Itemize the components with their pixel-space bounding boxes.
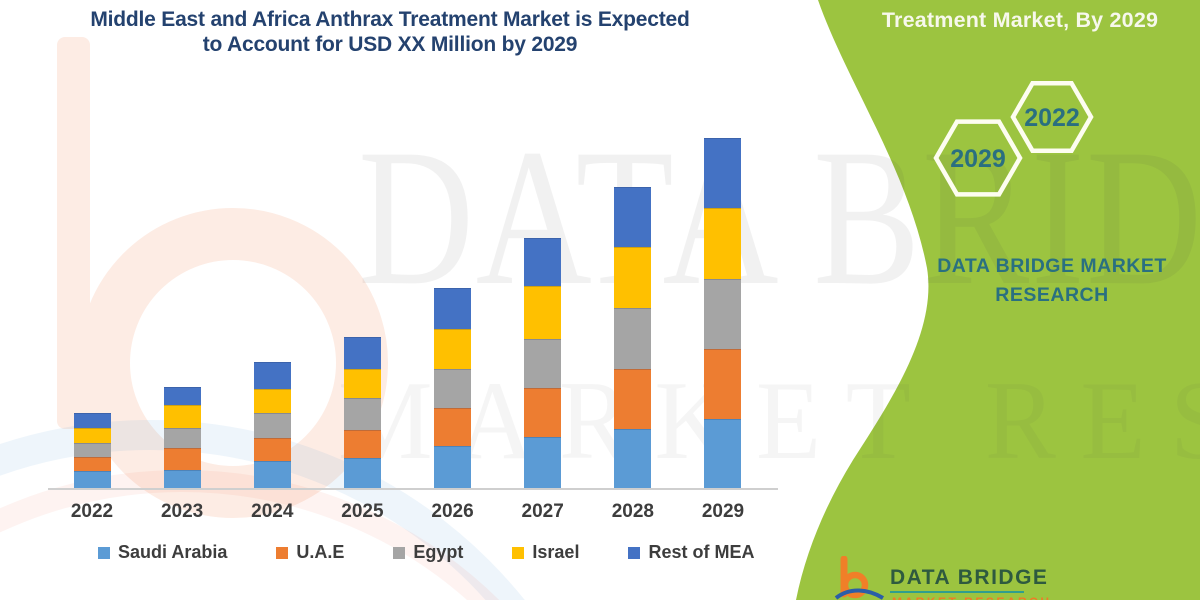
x-axis-line	[48, 488, 778, 490]
logo-swoosh	[834, 588, 885, 600]
bar-2029-rest-of-mea	[704, 138, 742, 208]
legend-item-saudi-arabia: Saudi Arabia	[98, 542, 227, 563]
legend-item-u-a-e: U.A.E	[276, 542, 344, 563]
legend-label-egypt: Egypt	[413, 542, 464, 562]
legend-swatch-israel	[512, 546, 525, 559]
bar-2028-israel	[614, 247, 652, 308]
x-axis-label-2028: 2028	[611, 501, 654, 522]
footer-brand-name: DATA BRIDGE	[890, 566, 1049, 589]
x-axis-label-2029: 2029	[701, 501, 745, 522]
bar-2028-rest-of-mea	[614, 187, 652, 247]
bar-2025-u-a-e	[343, 430, 381, 458]
bar-2025-rest-of-mea	[343, 337, 381, 369]
bar-2027-rest-of-mea	[524, 238, 562, 286]
bar-2025-israel	[343, 369, 381, 398]
bar-2028-saudi-arabia	[614, 429, 652, 488]
bar-2027-saudi-arabia	[524, 437, 562, 488]
logo-b-bowl	[841, 571, 869, 599]
x-axis-label-2024: 2024	[251, 501, 294, 522]
bar-2026-u-a-e	[434, 408, 472, 446]
legend-label-saudi-arabia: Saudi Arabia	[118, 542, 228, 562]
bar-2027-egypt	[524, 339, 562, 388]
x-axis-label-2027: 2027	[521, 501, 564, 522]
bar-2024-saudi-arabia	[253, 461, 291, 488]
legend-label-israel: Israel	[532, 542, 580, 562]
bar-2023-u-a-e	[163, 448, 201, 470]
legend-swatch-u-a-e	[276, 546, 289, 559]
bar-2029-israel	[704, 208, 742, 279]
bar-2028-u-a-e	[614, 369, 652, 429]
x-axis-label-2026: 2026	[431, 501, 474, 522]
bar-2027-israel	[524, 286, 562, 339]
legend-swatch-egypt	[393, 546, 406, 559]
legend-label-rest-of-mea: Rest of MEA	[648, 542, 755, 562]
bar-2022-egypt	[73, 443, 111, 457]
bar-2028-egypt	[614, 308, 652, 369]
bar-2024-rest-of-mea	[253, 362, 291, 389]
legend: Saudi Arabia U.A.E Egypt Israel Rest of MEA	[98, 542, 754, 563]
bar-2024-israel	[253, 389, 291, 413]
hexagon-2022	[1010, 80, 1094, 154]
bar-2025-egypt	[343, 398, 381, 430]
data-bridge-logo	[834, 556, 885, 600]
panel-title: Treatment Market, By 2029	[881, 8, 1159, 32]
legend-swatch-saudi-arabia	[98, 546, 110, 559]
x-axis-label-2022: 2022	[70, 501, 114, 522]
bar-2024-u-a-e	[253, 438, 291, 461]
bar-2025-saudi-arabia	[343, 458, 381, 488]
bar-2023-saudi-arabia	[163, 470, 201, 488]
footer-brand-underline	[890, 591, 1024, 593]
watermark-text-market-research: MARKET RESEARCH	[338, 359, 1200, 483]
bar-2023-rest-of-mea	[163, 387, 201, 405]
footer-brand-subtitle: MARKET RESEARCH	[892, 595, 1052, 600]
page-title: Middle East and Africa Anthrax Treatment…	[38, 7, 742, 57]
brand-name-line2: RESEARCH	[995, 284, 1109, 306]
brand-name: DATA BRIDGE MARKET RESEARCH	[936, 252, 1168, 310]
bar-2026-saudi-arabia	[434, 446, 472, 488]
brand-name-line1: DATA BRIDGE MARKET	[937, 255, 1167, 277]
bar-2029-u-a-e	[704, 349, 742, 419]
bar-2022-u-a-e	[73, 457, 111, 471]
bar-2022-saudi-arabia	[73, 471, 111, 488]
stacked-bar-chart: 2022 2023 2024 2025 2026 2027 2028 2029 Saudi A…	[48, 138, 778, 563]
hexagon-2022-label: 2022	[1024, 104, 1080, 132]
bar-2026-egypt	[434, 369, 472, 408]
hexagon-group: 2029 2022	[933, 80, 1094, 197]
bar-2026-rest-of-mea	[434, 288, 472, 329]
bar-2024-egypt	[253, 413, 291, 438]
bar-2026-israel	[434, 329, 472, 369]
legend-item-rest-of-mea: Rest of MEA	[628, 542, 754, 563]
bar-2029-egypt	[704, 279, 742, 349]
legend-label-u-a-e: U.A.E	[296, 542, 345, 562]
legend-swatch-rest-of-mea	[628, 546, 641, 559]
bar-2022-rest-of-mea	[73, 413, 111, 428]
page-title-line2: to Account for USD XX Million by 2029	[202, 33, 578, 56]
page-title-line1: Middle East and Africa Anthrax Treatment…	[90, 8, 690, 31]
hexagon-2029	[933, 119, 1023, 197]
green-panel-shape	[796, 0, 1200, 600]
bar-2023-egypt	[163, 428, 201, 448]
bar-2027-u-a-e	[524, 388, 562, 437]
bar-2023-israel	[163, 405, 201, 428]
legend-item-israel: Israel	[512, 542, 579, 563]
bar-2029-saudi-arabia	[704, 419, 742, 488]
bar-2022-israel	[73, 428, 111, 443]
legend-item-egypt: Egypt	[393, 542, 463, 563]
x-axis-label-2025: 2025	[341, 501, 384, 522]
hexagon-2029-label: 2029	[950, 145, 1006, 173]
x-axis-label-2023: 2023	[160, 501, 204, 522]
